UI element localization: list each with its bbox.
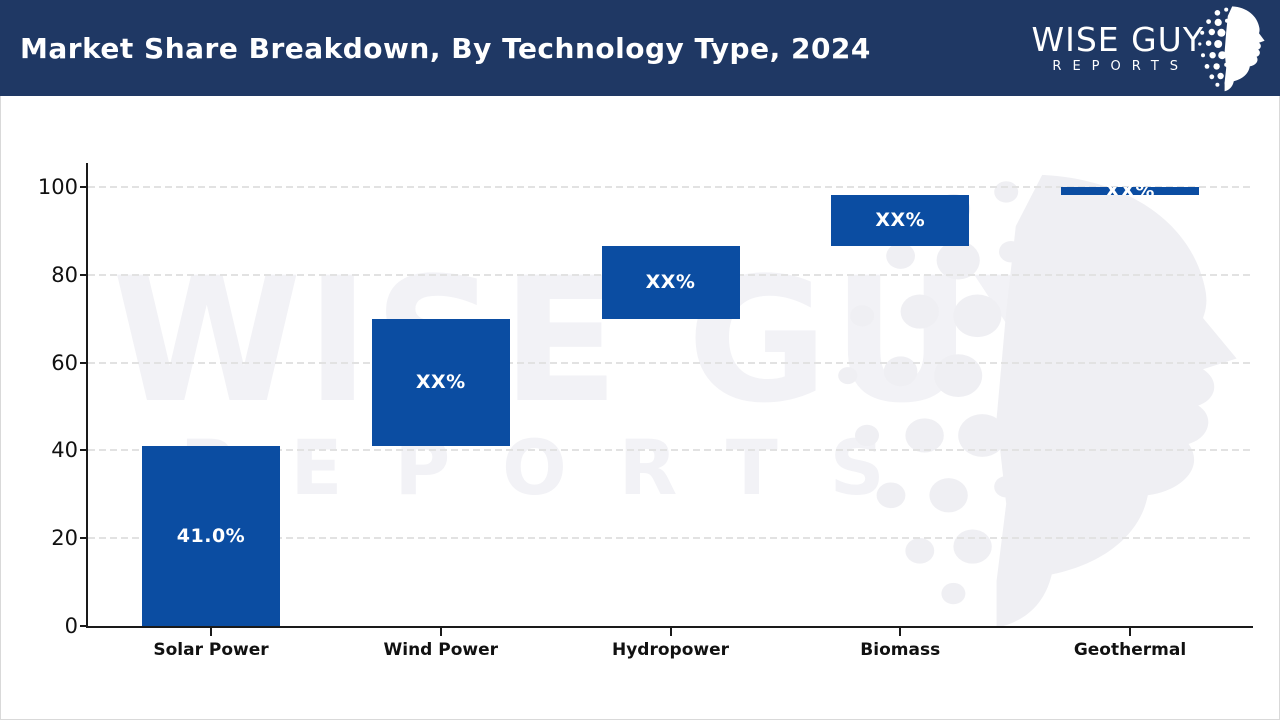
x-tick-geothermal (1129, 628, 1131, 636)
x-tick-label-hydropower: Hydropower (611, 640, 729, 660)
y-axis-line (86, 163, 88, 628)
y-tick-80 (80, 273, 88, 276)
y-tick-100 (80, 186, 88, 189)
bar-hydropower: XX% (601, 245, 740, 319)
bar-wind-power: XX% (371, 318, 510, 447)
page-title: Market Share Breakdown, By Technology Ty… (20, 31, 871, 65)
x-axis-line (86, 626, 1253, 628)
x-tick-solar-power (210, 628, 212, 636)
gridline-60 (88, 361, 1253, 364)
bar-label-wind-power: XX% (415, 371, 466, 394)
gridline-100 (88, 186, 1253, 189)
x-tick-wind-power (439, 628, 442, 636)
x-tick-label-geothermal: Geothermal (1073, 640, 1187, 660)
bar-label-solar-power: 41.0% (176, 525, 246, 548)
brand-logo: WISE GUY REPORTS (1031, 4, 1272, 92)
gridline-20 (88, 537, 1253, 540)
bar-geothermal: XX% (1061, 187, 1199, 195)
header: Market Share Breakdown, By Technology Ty… (0, 0, 1280, 96)
x-tick-hydropower (669, 628, 672, 636)
logo-subtext: REPORTS (1052, 58, 1190, 74)
bar-label-hydropower: XX% (645, 271, 696, 294)
y-tick-label-20: 20 (51, 526, 78, 551)
logo-head-icon (1190, 4, 1272, 92)
x-tick-biomass (899, 628, 902, 636)
y-tick-label-80: 80 (51, 262, 78, 287)
y-tick-label-100: 100 (37, 175, 78, 200)
logo-wordmark: WISE GUY (1031, 19, 1204, 59)
x-tick-label-solar-power: Solar Power (153, 640, 269, 660)
bar-biomass: XX% (831, 194, 970, 246)
y-tick-60 (80, 361, 88, 364)
brand-logo-text: WISE GUY REPORTS (1031, 23, 1204, 74)
y-tick-40 (80, 449, 88, 452)
bar-label-biomass: XX% (875, 209, 926, 232)
x-tick-label-biomass: Biomass (860, 640, 941, 660)
y-tick-0 (80, 625, 88, 627)
y-tick-label-0: 0 (64, 614, 78, 638)
bar-solar-power: 41.0% (142, 446, 280, 626)
y-tick-label-60: 60 (51, 350, 78, 375)
gridline-40 (88, 449, 1253, 452)
y-tick-20 (80, 537, 88, 540)
watermark-subtext: REPORTS (180, 423, 937, 512)
y-tick-label-40: 40 (51, 438, 78, 463)
x-tick-label-wind-power: Wind Power (383, 640, 499, 660)
bar-label-geothermal: XX% (1105, 187, 1155, 194)
